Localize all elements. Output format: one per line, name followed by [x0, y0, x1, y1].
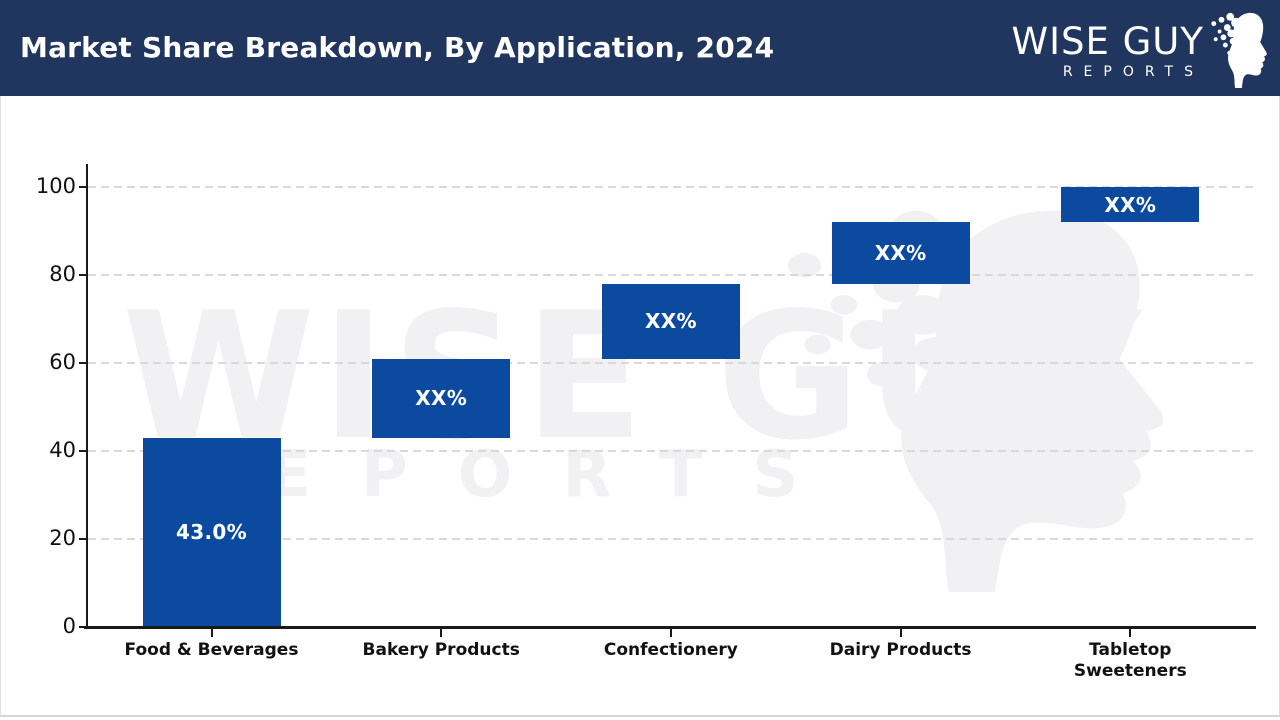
x-category-label-dairy-products: Dairy Products [829, 640, 972, 660]
bar-confectionery: XX% [601, 283, 740, 359]
y-tick-label: 20 [49, 526, 76, 550]
brand-logo-text: WISE GUY REPORTS [1011, 19, 1204, 81]
y-tick-label: 60 [49, 350, 76, 374]
bar-food-beverages: 43.0% [142, 437, 281, 627]
bar-dairy-products: XX% [831, 222, 970, 284]
x-tick-mark [210, 629, 213, 637]
bar-bakery-products: XX% [372, 358, 511, 438]
x-tick-mark [899, 629, 902, 637]
y-tick-label: 40 [49, 438, 76, 462]
bar-tabletop-sweeteners: XX% [1061, 187, 1200, 223]
gridline [88, 538, 1256, 540]
x-tick-mark [669, 629, 672, 637]
x-tick-mark [1129, 629, 1132, 637]
bar-value-label: XX% [874, 240, 927, 265]
bar-value-label: XX% [415, 386, 468, 411]
y-tick-mark [79, 274, 87, 276]
bar-value-label: XX% [1104, 192, 1157, 217]
y-tick-label: 80 [49, 262, 76, 286]
header-banner: Market Share Breakdown, By Application, … [0, 0, 1280, 96]
gridline [88, 450, 1256, 452]
y-tick-mark [79, 362, 87, 364]
x-category-label-tabletop-sweeteners: Tabletop Sweeteners [1073, 640, 1187, 681]
x-axis-line [84, 626, 1256, 629]
gridline [88, 274, 1256, 276]
y-tick-label: 100 [35, 174, 76, 198]
x-category-label-food-beverages: Food & Beverages [124, 640, 299, 660]
x-tick-mark [440, 629, 443, 637]
page-title: Market Share Breakdown, By Application, … [20, 31, 775, 64]
brand-head-icon [1211, 12, 1267, 88]
bar-value-label: 43.0% [176, 520, 247, 545]
x-category-label-confectionery: Confectionery [603, 640, 738, 660]
bar-value-label: XX% [645, 309, 697, 334]
y-tick-mark [79, 186, 87, 188]
brand-logo: WISE GUY REPORTS [1012, 8, 1268, 90]
brand-name: WISE GUY [1011, 19, 1204, 63]
brand-subname: REPORTS [1062, 63, 1204, 80]
y-tick-label: 0 [62, 614, 76, 638]
y-tick-mark [79, 626, 87, 628]
y-tick-mark [79, 450, 87, 452]
x-category-label-bakery-products: Bakery Products [362, 640, 520, 660]
y-axis-line [86, 164, 88, 629]
y-tick-mark [79, 538, 87, 540]
gridline [88, 362, 1256, 364]
gridline [88, 186, 1256, 188]
